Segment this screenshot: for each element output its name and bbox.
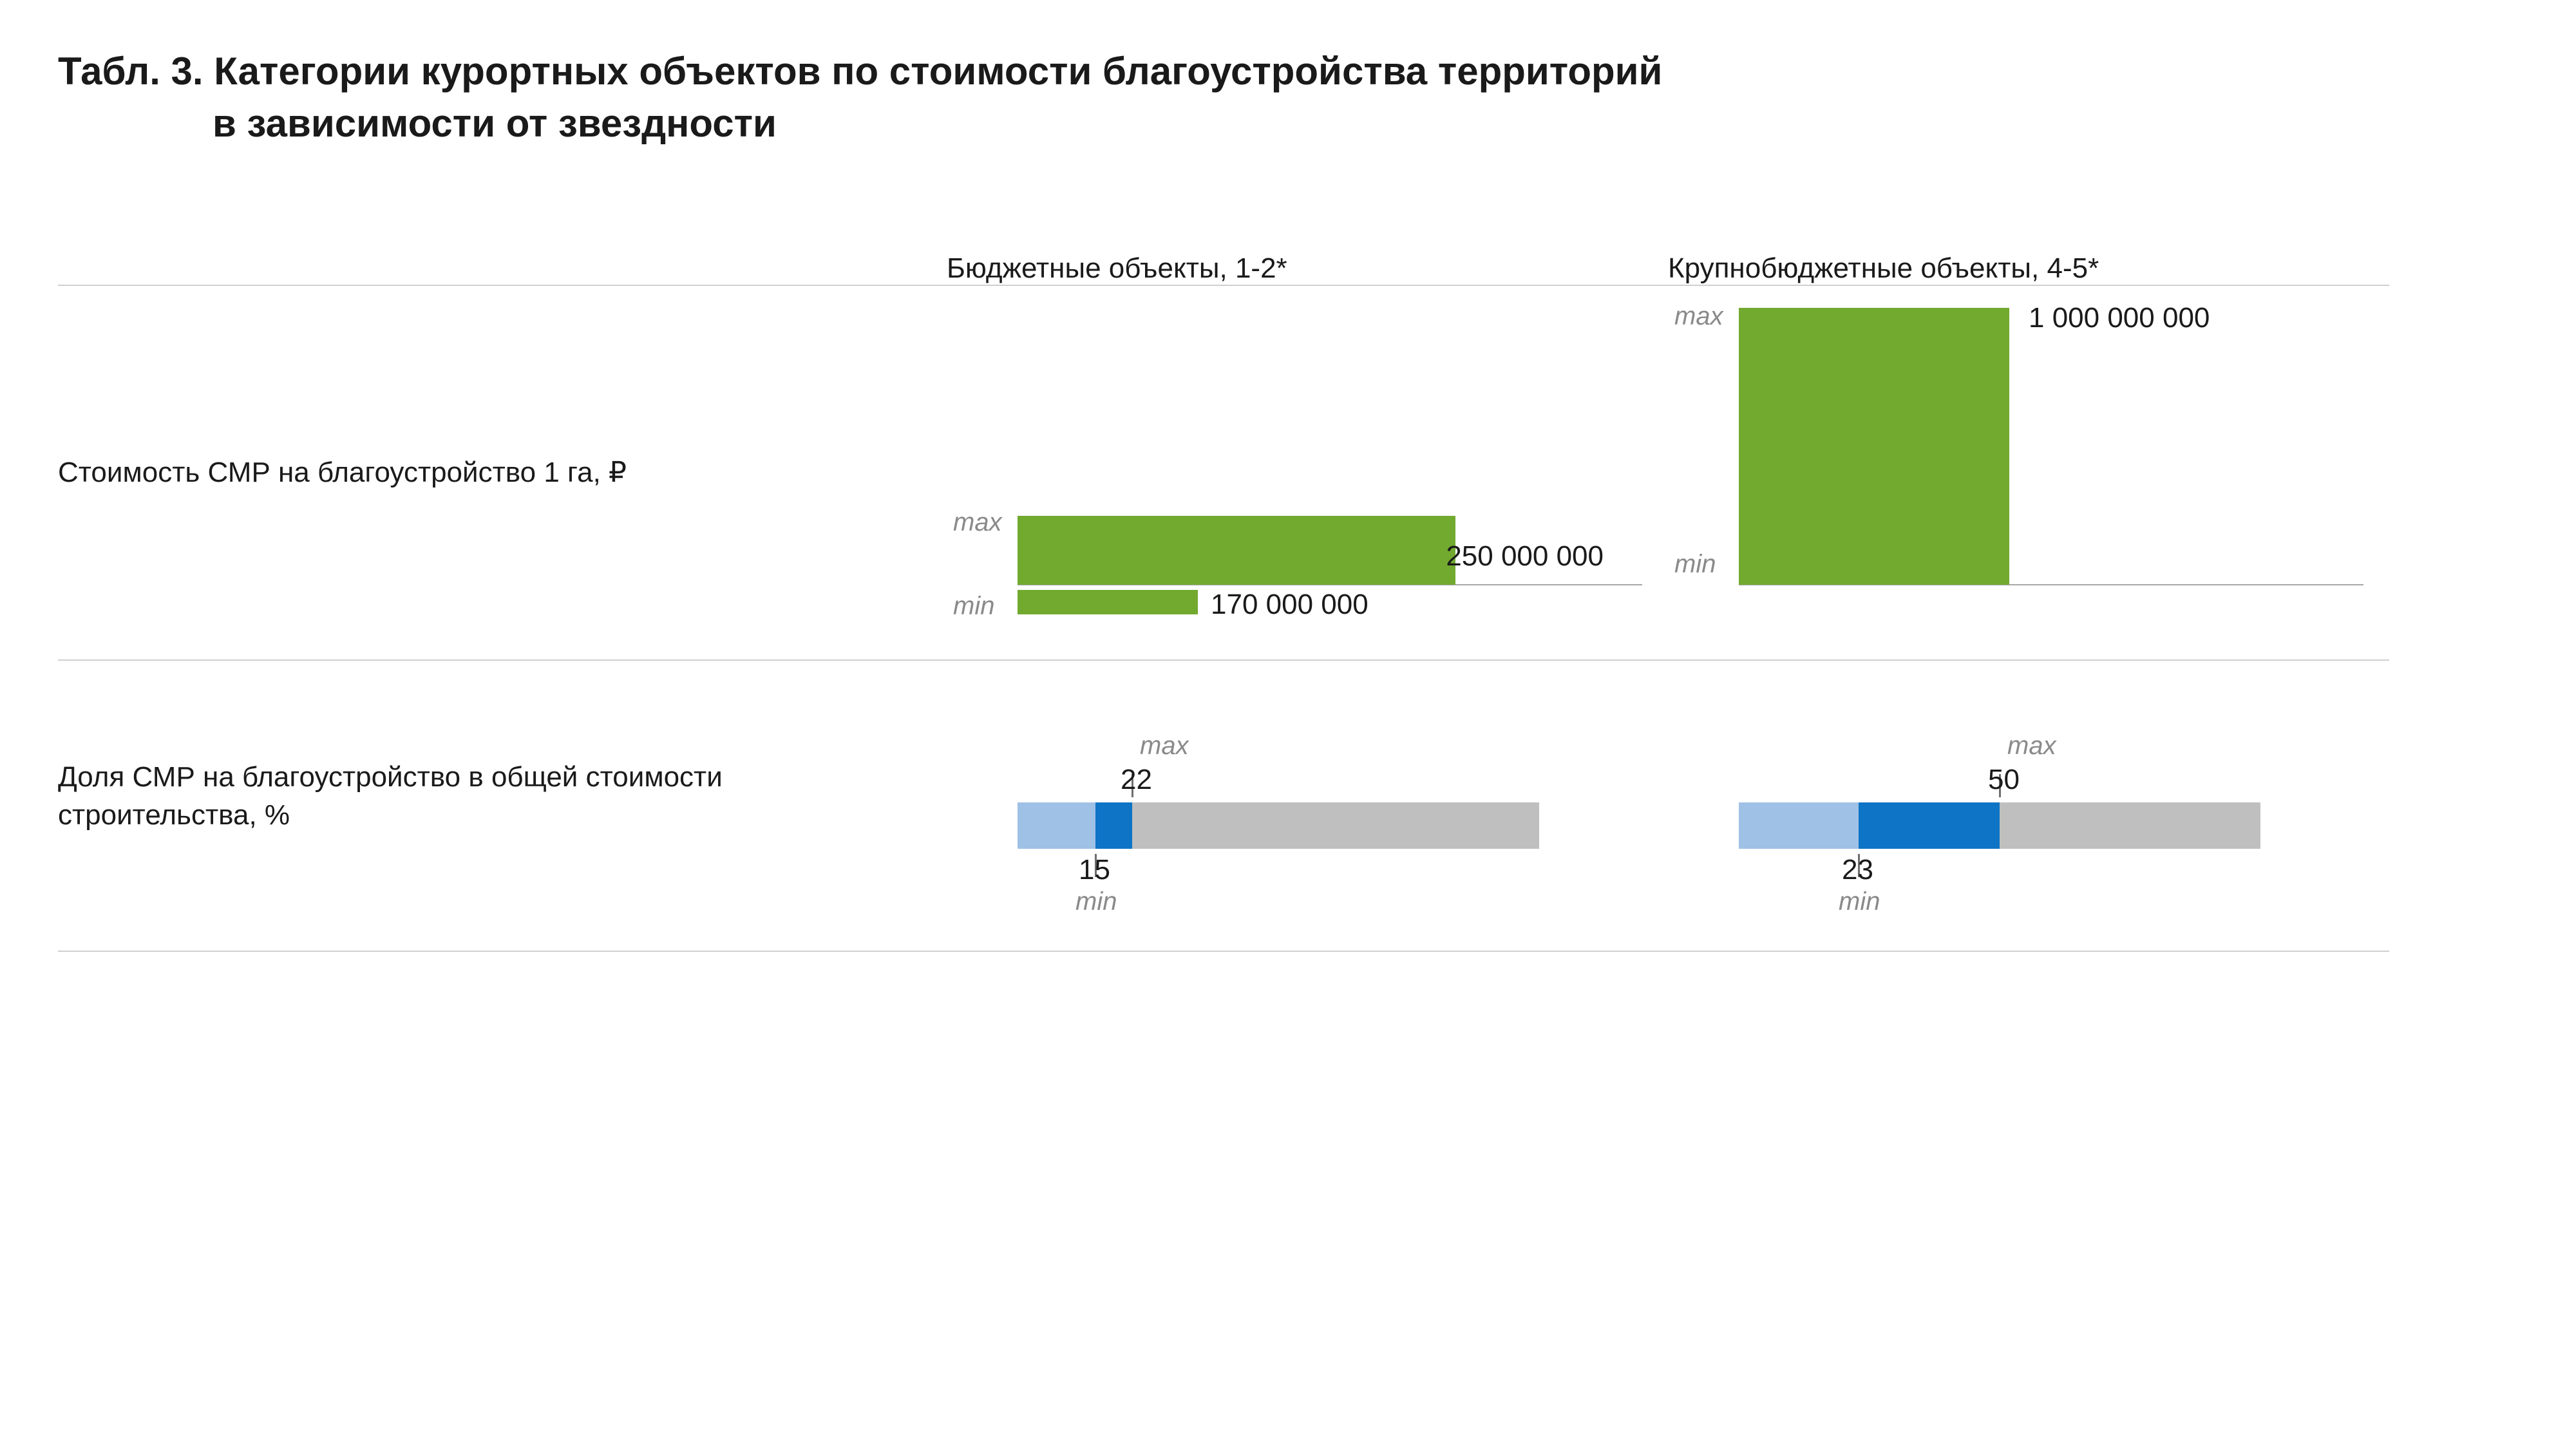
cost-bar-max-budget <box>1018 516 1455 585</box>
cost-min-tag-budget: min <box>953 592 994 621</box>
row-separator-3 <box>58 951 2389 952</box>
share-cell-budget: max 22 15 min <box>947 661 1668 931</box>
share-seg-range-large <box>1859 802 2000 849</box>
header-spacer <box>58 252 947 285</box>
table-title: Табл. 3. Категории курортных объектов по… <box>58 45 2518 149</box>
share-track-large <box>1739 802 2260 849</box>
cost-min-value-budget: 170 000 000 <box>1211 589 1368 621</box>
row-label-share: Доля СМР на благоустройство в общей стои… <box>58 661 947 931</box>
share-seg-range-budget <box>1095 802 1132 849</box>
share-max-tag-budget: max <box>1140 732 1189 761</box>
cost-min-tag-large: min <box>1674 550 1716 579</box>
title-line-1: Табл. 3. Категории курортных объектов по… <box>58 50 1662 93</box>
cost-max-value-budget: 250 000 000 <box>1446 540 1604 573</box>
share-min-value-budget: 15 <box>1079 854 1110 886</box>
share-min-tag-large: min <box>1839 887 1880 916</box>
share-cell-large: max 50 23 min <box>1668 661 2389 931</box>
cost-bar-max-large <box>1739 308 2009 585</box>
share-max-value-large: 50 <box>1988 764 2020 796</box>
share-min-tag-budget: min <box>1075 887 1117 916</box>
cost-cell-large: max 1 000 000 000 min <box>1668 286 2389 659</box>
cost-max-value-large: 1 000 000 000 <box>2029 302 2210 334</box>
share-seg-min-large <box>1739 802 1859 849</box>
cost-bar-min-budget <box>1018 590 1198 614</box>
col-header-budget: Бюджетные объекты, 1-2* <box>947 252 1668 285</box>
share-min-value-large: 23 <box>1842 854 1873 886</box>
cost-max-tag-large: max <box>1674 302 1723 331</box>
share-seg-min-budget <box>1018 802 1095 849</box>
share-max-tag-large: max <box>2007 732 2056 761</box>
share-max-value-budget: 22 <box>1121 764 1152 796</box>
cost-max-tag-budget: max <box>953 508 1002 537</box>
cost-cell-budget: max 250 000 000 min 170 000 000 <box>947 286 1668 659</box>
row-label-cost: Стоимость СМР на благоустройство 1 га, ₽ <box>58 286 947 659</box>
col-header-large: Крупнобюджетные объекты, 4-5* <box>1668 252 2389 285</box>
share-track-budget <box>1018 802 1539 849</box>
title-line-2: в зависимости от звездности <box>58 97 2518 149</box>
